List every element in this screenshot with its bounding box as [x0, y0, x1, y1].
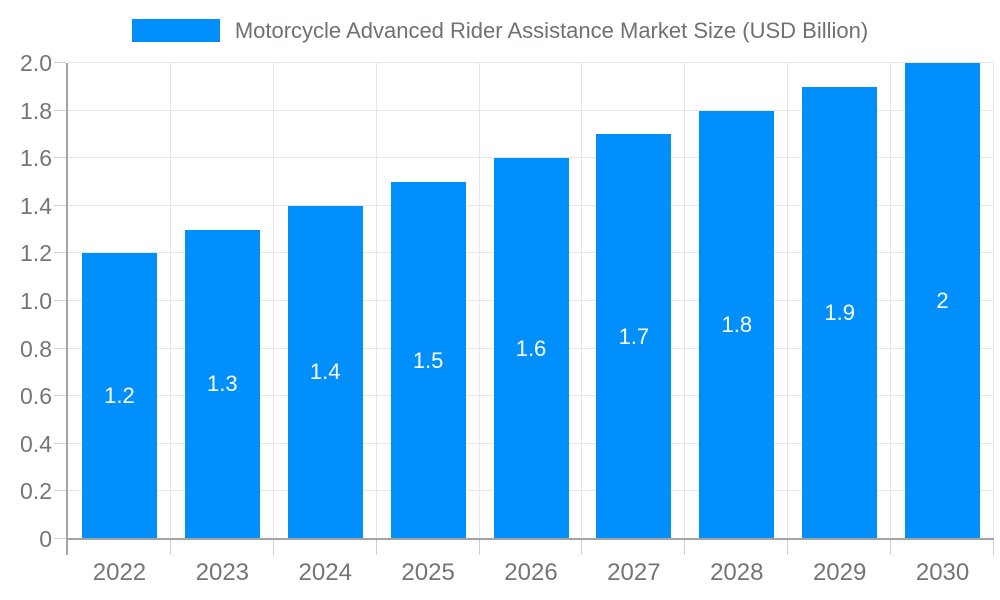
x-axis-category-label: 2027: [607, 559, 661, 586]
gridline-vertical: [375, 63, 377, 539]
x-axis-tick: [684, 540, 686, 555]
bar-2030: [905, 63, 981, 539]
y-axis-tick: [54, 442, 66, 444]
bar-value-label: 1.6: [515, 335, 547, 361]
y-axis-tick: [54, 204, 66, 206]
x-axis-tick: [272, 540, 274, 555]
x-axis-category-label: 2030: [915, 559, 970, 586]
x-axis-tick: [375, 540, 377, 555]
y-axis-tick-label: 0.6: [20, 383, 52, 410]
x-axis-category-label: 2023: [195, 559, 250, 586]
plot-area: 1.2 1.3 1.4 1.5 1.6 1.7 1.8 1.9 2: [68, 62, 994, 539]
bar-value-label: 1.9: [824, 299, 855, 325]
gridline-horizontal: [68, 157, 994, 159]
y-axis-tick: [54, 157, 66, 159]
x-axis-category-label: 2024: [298, 559, 352, 586]
y-axis-tick-label: 0.2: [20, 478, 52, 505]
bar-value-label: 1.3: [207, 371, 238, 397]
x-axis-tick: [581, 540, 583, 555]
y-axis-tick: [54, 300, 66, 301]
gridline-vertical: [787, 63, 789, 539]
y-axis-tick-label: 2.0: [20, 50, 52, 76]
x-axis-category-label: 2028: [710, 559, 764, 586]
gridline-vertical: [890, 63, 892, 539]
legend-label: Motorcycle Advanced Rider Assistance Mar…: [234, 18, 869, 43]
x-axis-tick: [478, 540, 480, 555]
x-axis-line: [66, 538, 994, 540]
y-axis-tick-label: 0.4: [20, 430, 52, 457]
gridline-vertical: [169, 63, 171, 539]
y-axis-tick: [54, 252, 66, 254]
y-axis-tick-label: 1.6: [20, 145, 52, 172]
y-axis-tick: [54, 62, 66, 63]
legend-swatch: [131, 19, 220, 42]
bar-2022: [81, 253, 157, 539]
y-axis-tick-label: 1.8: [20, 97, 52, 124]
y-axis-tick: [54, 395, 66, 397]
x-axis-category-label: 2022: [92, 559, 147, 586]
bar-2025: [390, 182, 466, 539]
y-axis-line: [66, 63, 68, 555]
bar-2024: [287, 205, 363, 539]
x-axis-tick: [890, 540, 892, 555]
y-axis-tick: [54, 538, 66, 539]
bar-2023: [184, 229, 260, 539]
x-axis-tick: [787, 540, 789, 555]
bar-value-label: 1.4: [309, 359, 341, 385]
gridline-horizontal: [68, 109, 994, 111]
bar-value-label: 2: [936, 288, 949, 313]
chart-legend[interactable]: Motorcycle Advanced Rider Assistance Mar…: [0, 19, 1000, 42]
bar-value-label: 1.2: [104, 383, 135, 409]
gridline-horizontal: [68, 62, 994, 63]
gridline-vertical: [478, 63, 480, 539]
x-axis-category-label: 2029: [812, 559, 867, 586]
y-axis-tick: [54, 109, 66, 111]
y-axis-tick-label: 1.0: [20, 288, 52, 314]
y-axis-tick: [54, 347, 66, 349]
gridline-vertical: [272, 63, 274, 539]
y-axis-tick-label: 1.2: [20, 240, 52, 267]
bar-2026: [493, 158, 569, 539]
bar-2029: [802, 86, 878, 539]
y-axis-tick: [54, 490, 66, 492]
y-axis-tick-label: 0: [39, 526, 52, 552]
y-axis-tick-label: 1.4: [20, 192, 52, 219]
bar-value-label: 1.8: [721, 311, 753, 337]
y-axis-tick-label: 0.8: [20, 335, 52, 362]
bar-value-label: 1.5: [412, 347, 444, 373]
x-axis-category-label: 2026: [504, 559, 558, 586]
gridline-vertical: [684, 63, 686, 539]
gridline-vertical: [581, 63, 583, 539]
bar-2028: [699, 110, 775, 539]
bar-value-label: 1.7: [618, 323, 650, 349]
gridline-vertical: [993, 63, 994, 539]
x-axis-tick: [993, 540, 994, 555]
x-axis-tick: [169, 540, 171, 555]
x-axis-category-label: 2025: [401, 559, 455, 586]
bar-2027: [596, 134, 672, 539]
